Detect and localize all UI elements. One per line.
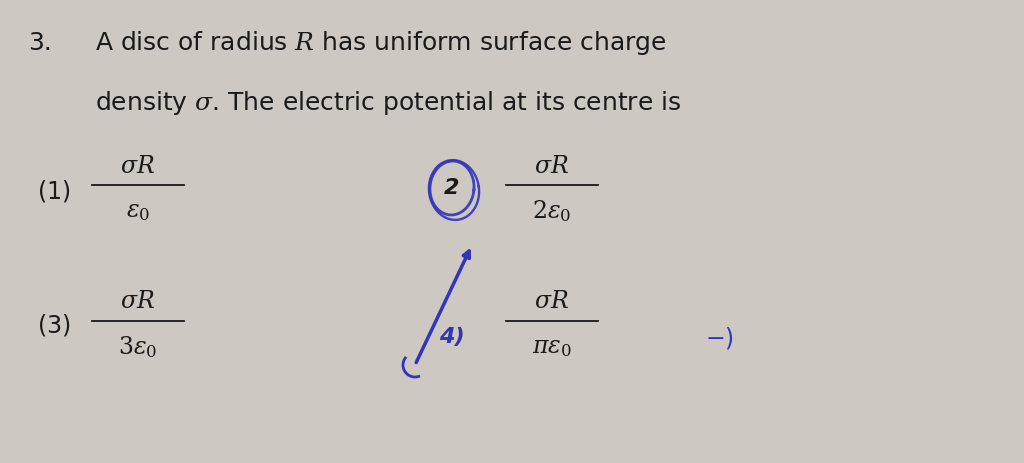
Text: $\sigma R$: $\sigma R$	[535, 154, 569, 178]
Text: 4): 4)	[439, 327, 465, 347]
Text: $\sigma R$: $\sigma R$	[535, 289, 569, 313]
Text: $\pi\varepsilon_0$: $\pi\varepsilon_0$	[532, 335, 572, 359]
Text: 2: 2	[444, 178, 460, 198]
Text: 3.: 3.	[28, 31, 52, 55]
Text: A disc of radius $R$ has uniform surface charge: A disc of radius $R$ has uniform surface…	[95, 29, 667, 57]
Text: $\varepsilon_0$: $\varepsilon_0$	[126, 199, 151, 223]
Text: $\sigma R$: $\sigma R$	[121, 154, 156, 178]
Text: density $\sigma$. The electric potential at its centre is: density $\sigma$. The electric potential…	[95, 89, 681, 117]
Text: $3\varepsilon_0$: $3\varepsilon_0$	[119, 334, 158, 360]
Text: $2\varepsilon_0$: $2\varepsilon_0$	[532, 198, 571, 224]
Text: (3): (3)	[38, 313, 72, 337]
Text: (1): (1)	[38, 179, 71, 203]
Text: $\sigma R$: $\sigma R$	[121, 289, 156, 313]
Text: $-$): $-$)	[705, 325, 734, 351]
